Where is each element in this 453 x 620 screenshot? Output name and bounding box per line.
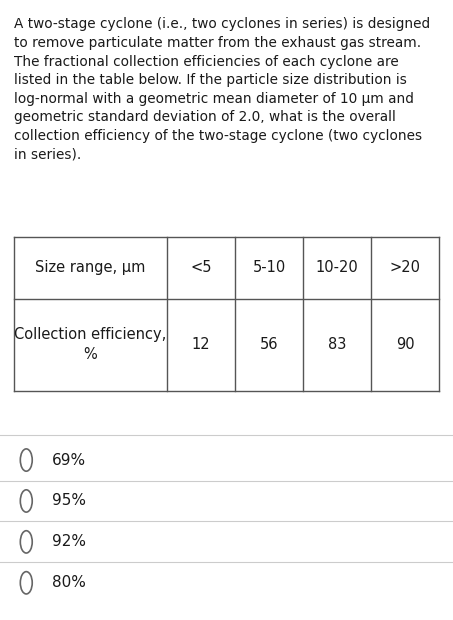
Text: >20: >20: [390, 260, 421, 275]
Text: Size range, μm: Size range, μm: [35, 260, 145, 275]
Text: 10-20: 10-20: [316, 260, 359, 275]
Text: <5: <5: [190, 260, 212, 275]
Text: 56: 56: [260, 337, 278, 352]
Text: 83: 83: [328, 337, 347, 352]
Text: Collection efficiency,
%: Collection efficiency, %: [14, 327, 166, 362]
Text: 12: 12: [192, 337, 210, 352]
Text: 95%: 95%: [52, 494, 86, 508]
Text: 92%: 92%: [52, 534, 86, 549]
Text: 69%: 69%: [52, 453, 86, 467]
Text: A two-stage cyclone (i.e., two cyclones in series) is designed
to remove particu: A two-stage cyclone (i.e., two cyclones …: [14, 17, 430, 162]
Text: 5-10: 5-10: [252, 260, 286, 275]
Text: 90: 90: [396, 337, 414, 352]
Text: 80%: 80%: [52, 575, 86, 590]
